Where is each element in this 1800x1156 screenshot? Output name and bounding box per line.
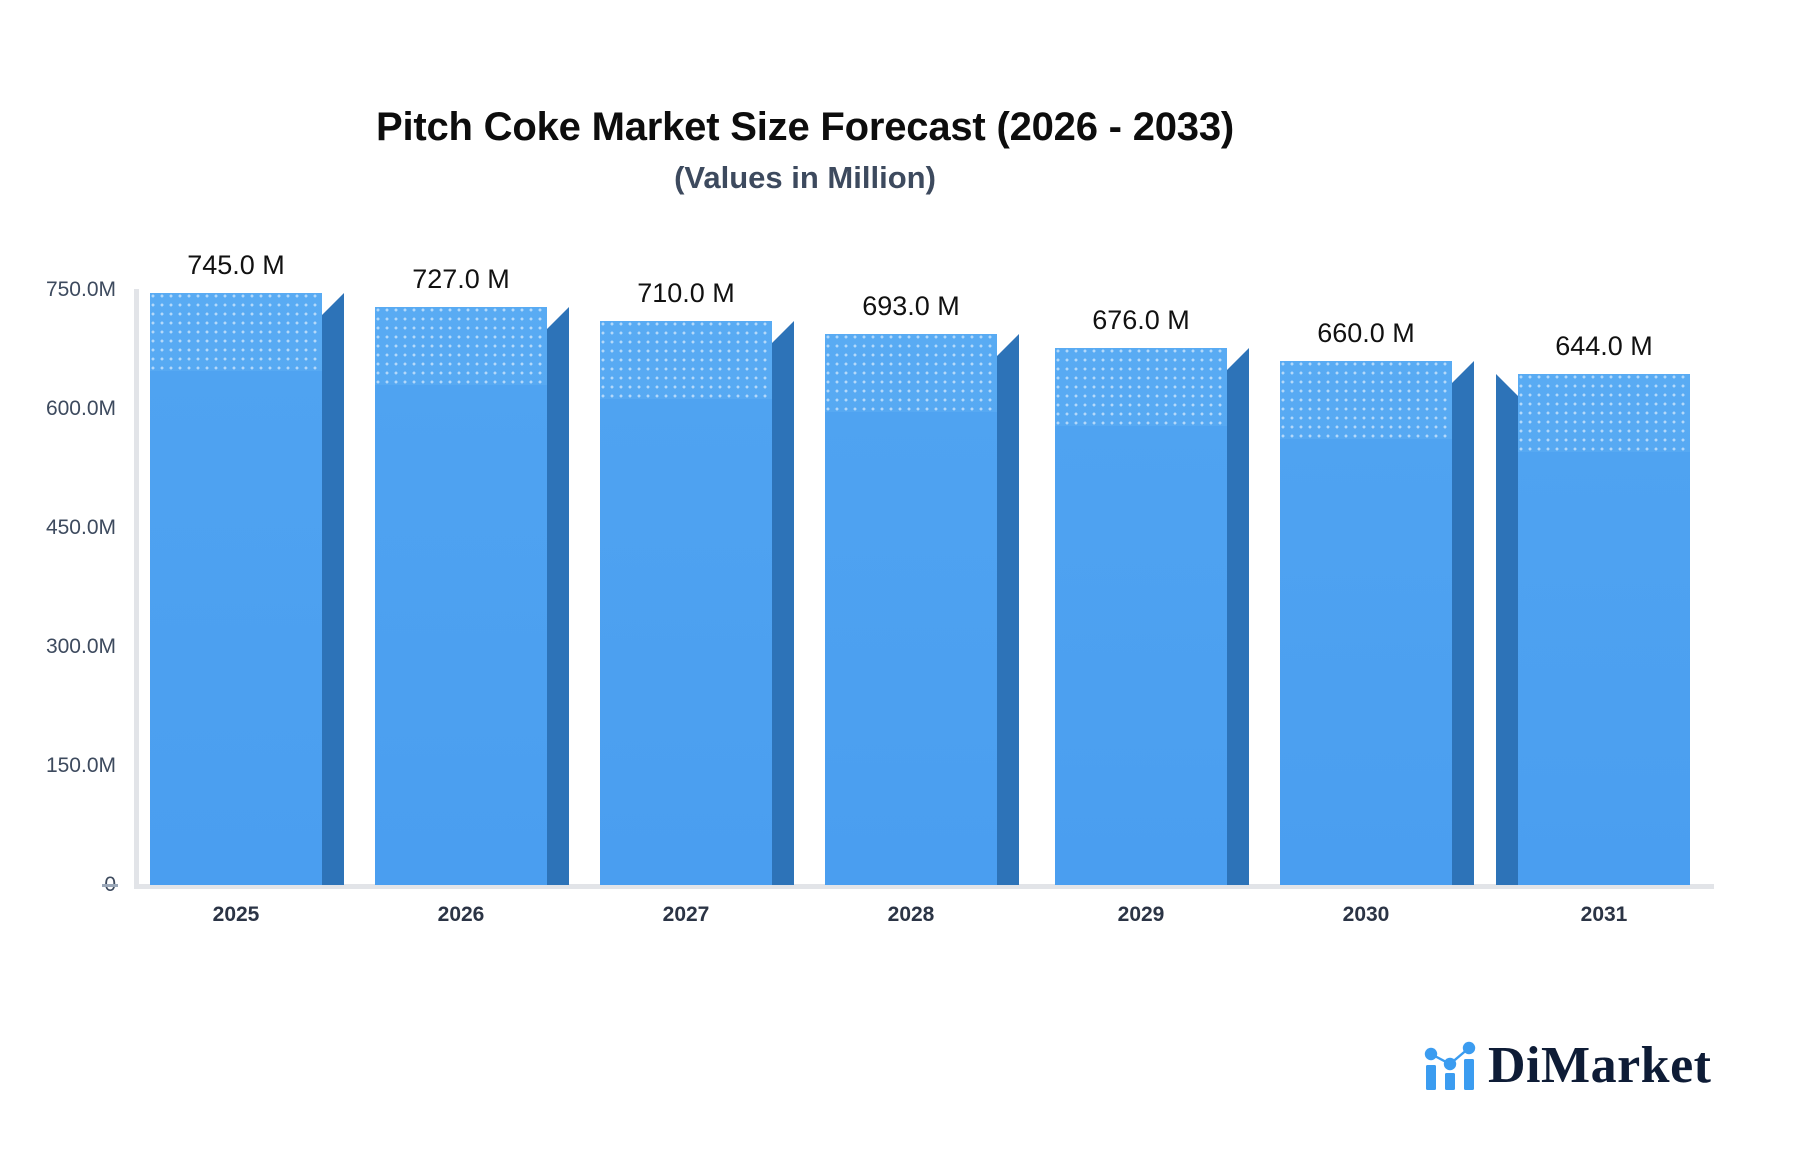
y-tick-label-300: 300.0M — [45, 635, 116, 658]
bar-side-2028 — [997, 334, 1019, 885]
page-title: Pitch Coke Market Size Forecast (2026 - … — [375, 105, 1235, 149]
y-axis-line — [134, 289, 139, 886]
dimarket-logo: DiMarket — [1424, 1040, 1711, 1092]
bar-2026[interactable]: 727.0 M — [375, 264, 569, 885]
x-axis-line — [134, 884, 1714, 889]
bar-front-2031 — [1518, 374, 1690, 885]
x-tick-label-2026: 2026 — [437, 903, 485, 926]
bar-value-label-2027: 710.0 M — [637, 278, 735, 308]
bar-value-label-2029: 676.0 M — [1092, 305, 1190, 335]
bar-2031[interactable]: 644.0 M — [1496, 331, 1690, 885]
x-tick-label-2025: 2025 — [212, 903, 260, 926]
bar-front-2025 — [150, 293, 322, 885]
bar-2025[interactable]: 745.0 M — [150, 250, 344, 885]
bar-2028[interactable]: 693.0 M — [825, 291, 1019, 885]
y-tick-label-750: 750.0M — [45, 278, 116, 301]
bar-value-label-2031: 644.0 M — [1555, 331, 1653, 361]
y-tick-label-150: 150.0M — [45, 754, 116, 777]
bar-value-label-2026: 727.0 M — [412, 264, 510, 294]
bar-side-2029 — [1227, 348, 1249, 885]
bar-2030[interactable]: 660.0 M — [1280, 318, 1474, 885]
bar-value-label-2028: 693.0 M — [862, 291, 960, 321]
x-tick-label-2027: 2027 — [662, 903, 710, 926]
bar-2029[interactable]: 676.0 M — [1055, 305, 1249, 885]
bar-chart-icon — [1424, 1041, 1476, 1090]
x-tick-label-2030: 2030 — [1342, 903, 1390, 926]
y-tick-label-450: 450.0M — [45, 516, 116, 539]
bar-side-2031 — [1496, 374, 1518, 885]
bar-side-2026 — [547, 307, 569, 885]
logo-text: DiMarket — [1488, 1037, 1712, 1094]
bar-side-2025 — [322, 293, 344, 885]
y-tick-label-600: 600.0M — [45, 397, 116, 420]
x-tick-label-2031: 2031 — [1580, 903, 1628, 926]
x-tick-label-2029: 2029 — [1117, 903, 1165, 926]
y-tick-mark-0 — [102, 884, 118, 887]
bar-2027[interactable]: 710.0 M — [600, 278, 794, 885]
bar-side-2030 — [1452, 361, 1474, 885]
bar-front-2029 — [1055, 348, 1227, 885]
bar-front-2027 — [600, 321, 772, 885]
bar-front-2030 — [1280, 361, 1452, 885]
x-tick-label-2028: 2028 — [887, 903, 935, 926]
bar-front-2026 — [375, 307, 547, 885]
bar-side-2027 — [772, 321, 794, 885]
chart-title-block: Pitch Coke Market Size Forecast (2026 - … — [0, 104, 1610, 196]
chart-subtitle: (Values in Million) — [674, 160, 936, 195]
bar-front-2028 — [825, 334, 997, 885]
bar-value-label-2025: 745.0 M — [187, 250, 285, 280]
bar-value-label-2030: 660.0 M — [1317, 318, 1415, 348]
